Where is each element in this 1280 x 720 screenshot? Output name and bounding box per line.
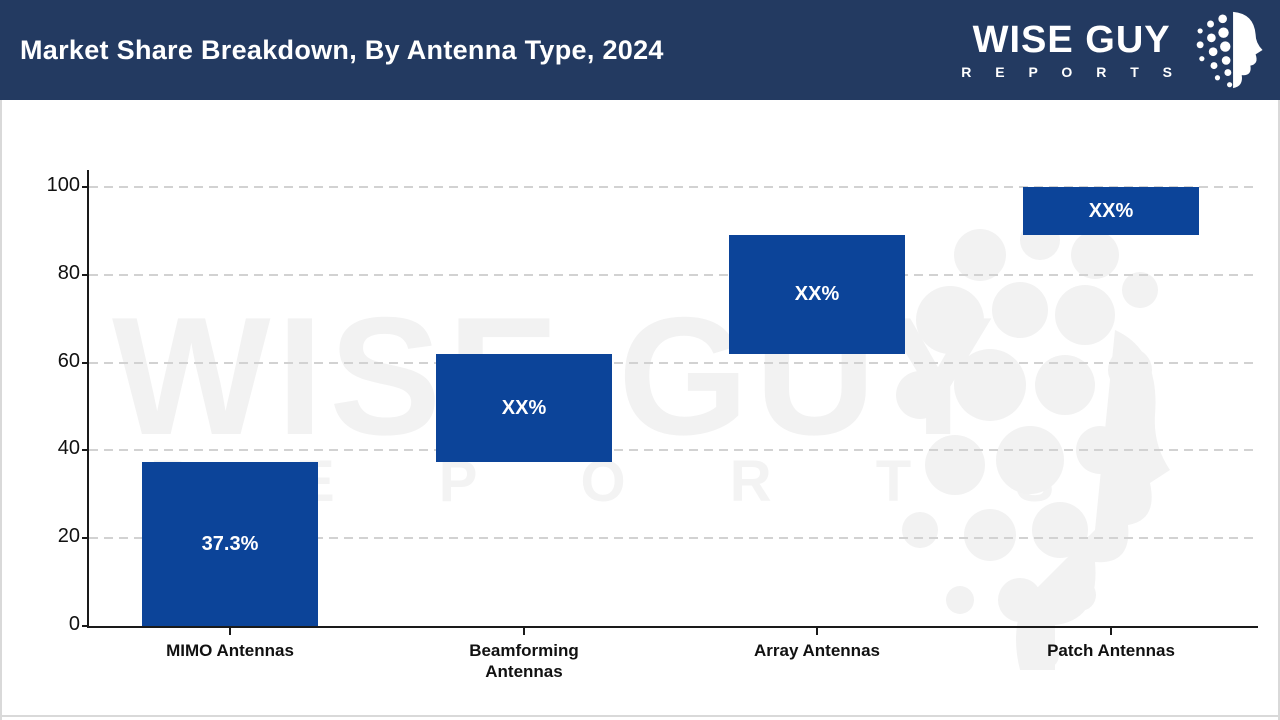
ytick-mark-80 [82, 273, 89, 276]
brand-name: WISE GUY [972, 19, 1171, 61]
frame-left [0, 100, 2, 720]
bar-value-label: XX% [501, 396, 547, 419]
category-label-3: Patch Antennas [1047, 641, 1175, 660]
ytick-mark-100 [82, 186, 89, 188]
bar-mimo-antennas: 37.3% [142, 462, 318, 626]
xtick-mark-2 [816, 628, 818, 635]
page-title: Market Share Breakdown, By Antenna Type,… [20, 34, 664, 65]
ytick-label-40: 40 [57, 437, 80, 460]
gridline-80 [89, 273, 1258, 276]
frame-right [1278, 100, 1280, 720]
category-label-0: MIMO Antennas [166, 641, 294, 660]
bar-value-label: XX% [1088, 199, 1134, 222]
bar-patch-antennas: XX% [1023, 187, 1199, 236]
ytick-mark-20 [82, 537, 89, 540]
gridline-40 [89, 449, 1258, 452]
y-axis [87, 170, 89, 628]
frame-bottom [0, 715, 1280, 717]
xtick-mark-1 [523, 628, 525, 635]
xtick-mark-0 [229, 628, 231, 635]
bar-value-label: 37.3% [201, 532, 259, 555]
x-axis [87, 626, 1258, 628]
gridline-60 [89, 361, 1258, 364]
brand-head-icon [1196, 11, 1263, 89]
ytick-label-0: 0 [68, 613, 80, 635]
ytick-mark-60 [82, 361, 89, 364]
ytick-label-20: 20 [57, 525, 80, 548]
brand-logo-text: WISE GUY R E P O R T S [961, 21, 1182, 79]
gridline-100 [89, 186, 1258, 188]
category-label-1: Beamforming Antennas [469, 641, 579, 682]
xtick-mark-3 [1110, 628, 1112, 635]
header-bar: Market Share Breakdown, By Antenna Type,… [0, 0, 1280, 100]
bar-array-antennas: XX% [729, 235, 905, 354]
gridline-20 [89, 537, 1258, 540]
ytick-label-100: 100 [46, 174, 80, 196]
brand-subname: R E P O R T S [961, 64, 1182, 80]
brand-logo: WISE GUY R E P O R T S [961, 6, 1266, 94]
category-label-2: Array Antennas [754, 641, 880, 660]
bar-beamforming-antennas: XX% [436, 353, 612, 463]
bar-value-label: XX% [794, 283, 840, 306]
ytick-label-80: 80 [57, 261, 80, 284]
ytick-label-60: 60 [57, 349, 80, 372]
ytick-mark-0 [82, 625, 89, 627]
watermark-head-dots [896, 220, 1170, 670]
ytick-mark-40 [82, 449, 89, 452]
